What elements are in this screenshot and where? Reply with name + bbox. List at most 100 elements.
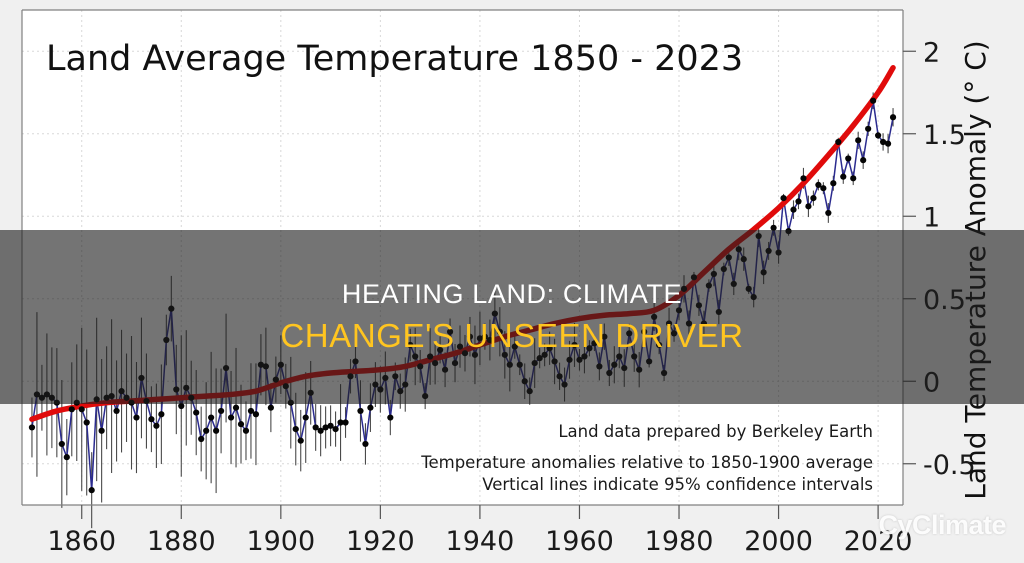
data-point [785, 228, 792, 235]
data-point [437, 346, 444, 353]
y-tick-label: -0.5 [923, 450, 976, 481]
x-tick-label: 1880 [147, 526, 216, 557]
x-tick-label: 1860 [47, 526, 116, 557]
data-point [392, 373, 399, 380]
data-point [73, 399, 80, 406]
data-point [675, 307, 683, 314]
data-point [715, 308, 722, 316]
data-point [815, 181, 822, 188]
data-point [884, 140, 892, 147]
data-point [422, 393, 429, 400]
data-point [695, 302, 703, 309]
data-point [775, 249, 782, 256]
data-point [327, 422, 334, 429]
data-point [496, 328, 503, 335]
data-point [725, 254, 732, 261]
data-point [889, 114, 897, 121]
data-point [352, 358, 359, 365]
data-point [372, 381, 379, 388]
data-point [322, 424, 329, 431]
data-point [541, 351, 548, 358]
data-point [611, 361, 618, 368]
data-point [173, 386, 180, 393]
data-point [407, 341, 414, 349]
data-point [656, 341, 663, 349]
data-point [571, 341, 578, 349]
data-point [790, 206, 797, 213]
data-point [616, 353, 623, 360]
data-point [561, 381, 568, 388]
data-point [546, 345, 553, 352]
data-point [342, 419, 349, 426]
data-point [581, 353, 588, 360]
data-point [501, 351, 508, 358]
data-point [755, 232, 762, 240]
annotation-confidence: Vertical lines indicate 95% confidence i… [482, 475, 873, 494]
data-point [825, 209, 832, 217]
data-point [596, 363, 603, 370]
data-point [53, 399, 60, 406]
data-point [203, 427, 210, 434]
data-point [337, 419, 344, 426]
data-point [586, 345, 593, 352]
data-point [551, 358, 558, 365]
data-point [377, 386, 384, 393]
data-point [138, 374, 145, 382]
data-point [606, 369, 613, 377]
data-point [730, 280, 737, 287]
x-tick-label: 1940 [446, 526, 515, 557]
x-tick-label: 2020 [844, 526, 913, 557]
data-point [491, 310, 498, 317]
data-point [93, 396, 100, 403]
y-tick-label: 2 [923, 37, 940, 68]
y-tick-label: 1 [923, 202, 940, 233]
x-tick-label: 1980 [645, 526, 714, 557]
data-point [516, 361, 523, 368]
data-point [307, 389, 314, 396]
data-point [427, 353, 434, 360]
data-point [636, 366, 643, 373]
data-point [272, 376, 279, 383]
data-point [531, 360, 538, 367]
data-point [845, 155, 852, 162]
data-point [466, 333, 474, 340]
data-point [765, 247, 772, 254]
data-point [48, 394, 55, 401]
data-point [820, 185, 827, 192]
data-point [840, 173, 847, 180]
data-point [850, 175, 857, 182]
data-point [446, 328, 454, 335]
data-point [237, 421, 245, 428]
data-point [143, 397, 150, 405]
data-point [402, 381, 409, 388]
data-point [830, 180, 837, 187]
data-point [63, 454, 70, 461]
data-point [760, 269, 767, 276]
x-axis-ticks: 1860 1880 1900 1920 1940 1960 1980 2000 2020 [47, 505, 912, 557]
data-point [461, 350, 469, 357]
data-point [875, 132, 882, 139]
data-point [382, 374, 389, 382]
data-point [451, 360, 459, 367]
data-point [193, 409, 200, 416]
data-point [123, 394, 130, 401]
data-point [641, 328, 648, 335]
data-point [566, 356, 573, 363]
data-point [705, 282, 712, 289]
data-point [700, 320, 708, 327]
data-point [183, 384, 190, 391]
data-point [795, 198, 802, 205]
data-point [302, 414, 309, 421]
y-axis-title: Land Temperature Anomaly (° C) [959, 40, 992, 499]
data-point [267, 404, 274, 411]
data-point [163, 336, 170, 344]
data-point [646, 358, 653, 365]
data-point [282, 383, 289, 390]
data-point [660, 369, 668, 377]
data-point [865, 125, 872, 132]
y-tick-label: 0 [923, 367, 940, 398]
data-point [108, 393, 115, 400]
data-point [178, 402, 185, 410]
data-point [770, 224, 777, 231]
